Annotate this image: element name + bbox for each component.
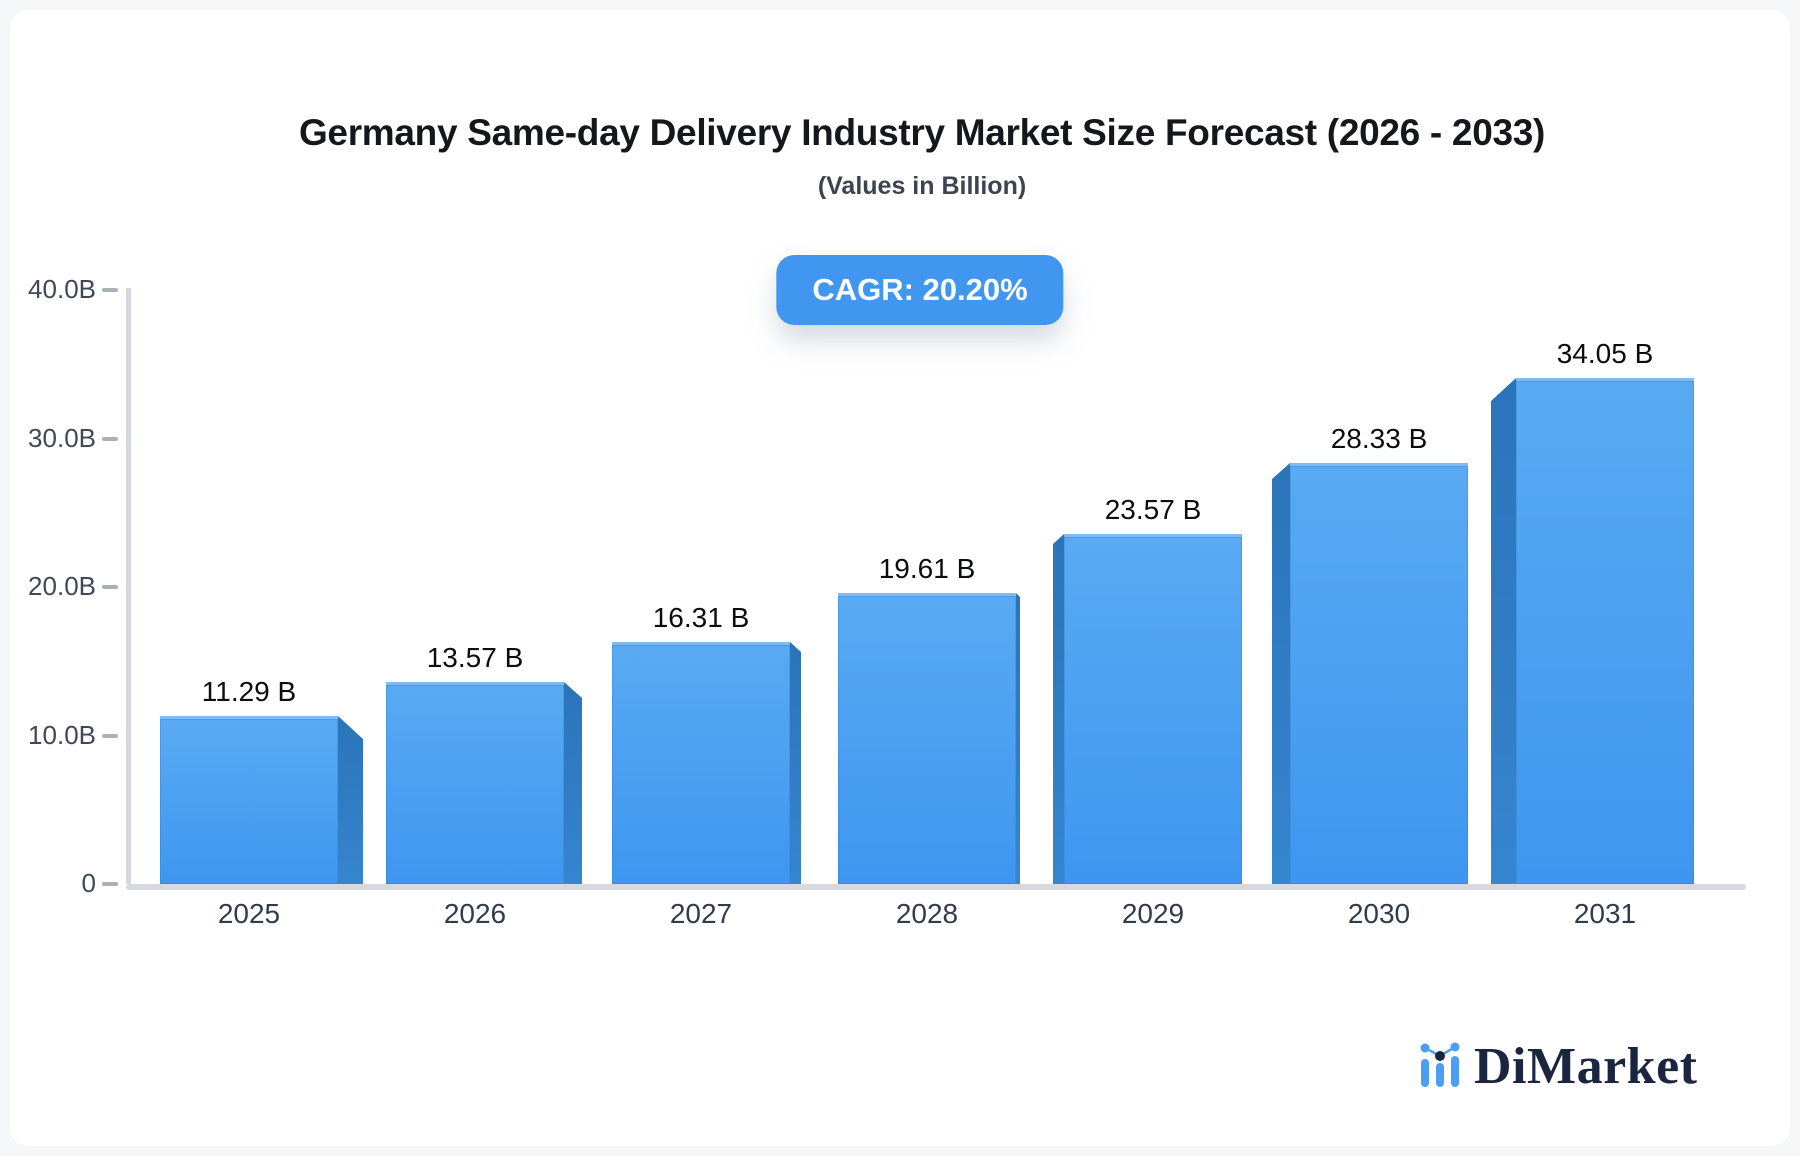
bar-side-face bbox=[1016, 593, 1020, 884]
x-axis-baseline bbox=[126, 884, 1746, 890]
y-tick-dash bbox=[102, 436, 118, 441]
cagr-badge: CAGR: 20.20% bbox=[776, 255, 1064, 325]
bar-value-label: 16.31 B bbox=[652, 602, 750, 633]
y-tick-label: 20.0B bbox=[28, 571, 96, 601]
y-axis-line bbox=[126, 288, 131, 884]
x-tick-label: 2029 bbox=[1121, 898, 1185, 929]
bar-value-label: 34.05 B bbox=[1556, 338, 1654, 369]
brand-logo: DiMarket bbox=[1420, 1036, 1697, 1096]
y-tick-label: 40.0B bbox=[28, 274, 96, 304]
y-tick-dash bbox=[102, 585, 118, 589]
bar-value-label: 23.57 B bbox=[1104, 494, 1202, 525]
bar bbox=[838, 593, 1016, 884]
x-tick-label: 2026 bbox=[443, 898, 507, 929]
bar-side-face bbox=[790, 642, 801, 884]
bar-value-label: 11.29 B bbox=[201, 676, 297, 707]
bar bbox=[1290, 463, 1468, 884]
x-tick-label: 2025 bbox=[217, 898, 281, 929]
bar-chart-trend-icon bbox=[1420, 1042, 1460, 1087]
bar bbox=[386, 682, 564, 884]
bar-side-face bbox=[564, 682, 582, 884]
brand-logo-text: DiMarket bbox=[1474, 1037, 1698, 1095]
y-tick-label: 30.0B bbox=[28, 422, 96, 453]
y-tick-label: 0 bbox=[81, 868, 96, 898]
x-tick-label: 2031 bbox=[1573, 898, 1637, 929]
y-tick-dash bbox=[102, 288, 118, 292]
x-tick-label: 2028 bbox=[895, 898, 959, 929]
bar-side-face bbox=[1053, 534, 1064, 884]
bar bbox=[1516, 378, 1694, 884]
chart-title: Germany Same-day Delivery Industry Marke… bbox=[298, 112, 1546, 153]
y-tick-label: 10.0B bbox=[28, 719, 96, 750]
bar-value-label: 28.33 B bbox=[1330, 423, 1428, 454]
x-tick-label: 2030 bbox=[1347, 898, 1411, 929]
bar-side-face bbox=[1272, 463, 1290, 884]
bar-value-label: 13.57 B bbox=[426, 642, 524, 673]
bar bbox=[612, 642, 790, 884]
bar-side-face bbox=[338, 716, 363, 884]
bar-side-face bbox=[1491, 378, 1516, 884]
bar bbox=[160, 716, 338, 884]
y-tick-dash bbox=[102, 882, 118, 886]
x-tick-label: 2027 bbox=[669, 898, 733, 929]
y-tick-dash bbox=[102, 733, 118, 738]
bar bbox=[1064, 534, 1242, 884]
chart-subtitle: (Values in Billion) bbox=[817, 172, 1027, 200]
bar-value-label: 19.61 B bbox=[878, 553, 976, 584]
